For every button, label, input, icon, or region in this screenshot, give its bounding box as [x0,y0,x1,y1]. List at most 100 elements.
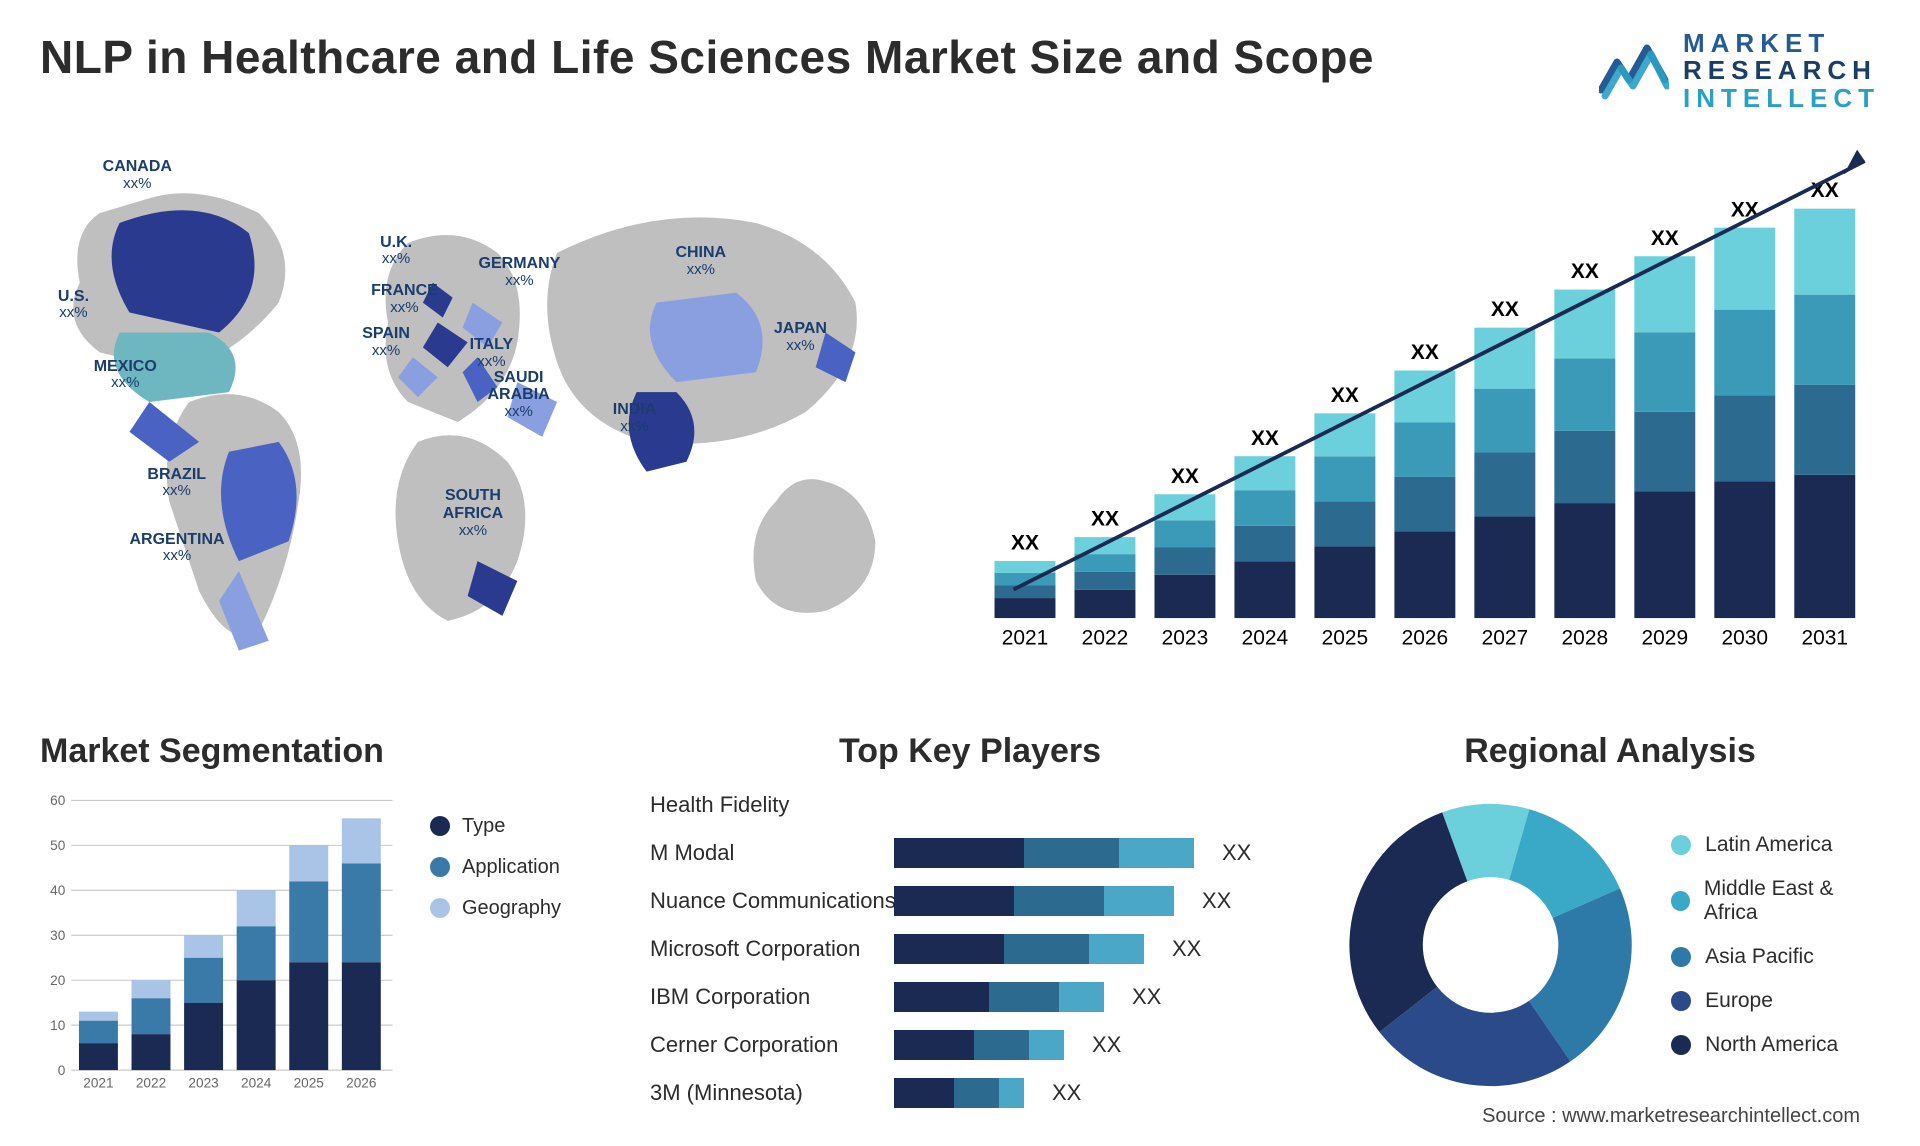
svg-text:20: 20 [50,973,66,988]
region-legend-latin-america: Latin America [1671,833,1880,857]
svg-text:2031: 2031 [1801,627,1848,650]
header: NLP in Healthcare and Life Sciences Mark… [40,30,1880,112]
seg-legend-type: Type [430,815,600,838]
regional-donut [1340,785,1641,1105]
players-list: Health FidelityM ModalXXNuance Communica… [650,785,1290,1113]
svg-text:2030: 2030 [1721,627,1768,650]
player-value: XX [1202,888,1231,914]
player-row: Nuance Communications XX [650,881,1290,921]
segmentation-chart: 0102030405060202120222023202420252026 [40,785,410,1102]
map-label-u-s-: U.S.xx% [58,288,89,322]
player-bar [894,934,1144,964]
map-label-canada: CANADAxx% [103,158,172,192]
top-row: CANADAxx% U.S.xx% MEXICOxx% BRAZILxx% ARGENT… [40,142,1880,682]
player-name: Microsoft Corporation [650,936,880,962]
svg-text:2028: 2028 [1562,627,1609,650]
map-label-spain: SPAINxx% [362,325,410,359]
bottom-row: Market Segmentation 01020304050602021202… [40,732,1880,1102]
map-label-argentina: ARGENTINAxx% [130,531,225,565]
map-label-italy: ITALYxx% [470,336,514,370]
regional-panel: Regional Analysis Latin America Middle Ea… [1340,732,1880,1102]
map-label-saudi-arabia: SAUDIARABIAxx% [488,369,550,421]
segmentation-legend: Type Application Geography [430,785,600,1102]
map-label-china: CHINAxx% [675,244,726,278]
svg-text:XX: XX [1171,465,1199,488]
player-value: XX [1092,1032,1121,1058]
svg-text:2021: 2021 [1002,627,1049,650]
player-name: 3M (Minnesota) [650,1080,880,1106]
svg-text:2022: 2022 [136,1075,166,1090]
player-bar [894,982,1104,1012]
map-label-mexico: MEXICOxx% [94,358,157,392]
player-bar [894,838,1194,868]
svg-text:40: 40 [50,883,66,898]
region-legend-asia-pacific: Asia Pacific [1671,945,1880,969]
logo-icon [1599,38,1669,104]
svg-text:XX: XX [1571,260,1599,283]
svg-text:XX: XX [1091,508,1119,531]
growth-chart: XX 2021 XX 2022 XX 2023 XX 2024 XX 2025 XX 2026 XX 20… [985,142,1880,656]
region-legend-north-america: North America [1671,1033,1880,1057]
svg-text:30: 30 [50,928,66,943]
player-value: XX [1052,1080,1081,1106]
svg-text:2025: 2025 [1322,627,1369,650]
segmentation-panel: Market Segmentation 01020304050602021202… [40,732,600,1102]
seg-legend-geography: Geography [430,897,600,920]
svg-text:2027: 2027 [1482,627,1529,650]
svg-text:XX: XX [1411,341,1439,364]
players-title: Top Key Players [650,732,1290,771]
map-label-japan: JAPANxx% [774,320,827,354]
map-label-france: FRANCExx% [371,282,438,316]
regional-title: Regional Analysis [1340,732,1880,771]
player-name: Health Fidelity [650,792,880,818]
regional-legend: Latin America Middle East & Africa Asia Pa… [1671,833,1880,1057]
map-label-south-africa: SOUTHAFRICAxx% [443,487,503,539]
svg-text:2026: 2026 [1402,627,1449,650]
page-title: NLP in Healthcare and Life Sciences Mark… [40,30,1374,84]
svg-text:XX: XX [1651,227,1679,250]
map-label-germany: GERMANYxx% [479,255,561,289]
player-name: Cerner Corporation [650,1032,880,1058]
svg-text:2023: 2023 [1162,627,1209,650]
world-map-panel: CANADAxx% U.S.xx% MEXICOxx% BRAZILxx% ARGENT… [40,142,935,682]
svg-text:2022: 2022 [1082,627,1129,650]
player-row: 3M (Minnesota) XX [650,1073,1290,1113]
player-row: IBM CorporationXX [650,977,1290,1017]
map-label-india: INDIAxx% [613,401,657,435]
player-row: Health Fidelity [650,785,1290,825]
svg-text:2029: 2029 [1642,627,1689,650]
svg-text:2021: 2021 [83,1075,113,1090]
players-panel: Top Key Players Health Fidelity M Modal XX… [650,732,1290,1102]
player-bar [894,1030,1064,1060]
svg-text:2023: 2023 [188,1075,218,1090]
growth-chart-panel: XX 2021 XX 2022 XX 2023 XX 2024 XX 2025 XX 2026 XX 20… [985,142,1880,682]
region-legend-europe: Europe [1671,989,1880,1013]
region-legend-middle-east-africa: Middle East & Africa [1671,877,1880,925]
svg-text:2024: 2024 [241,1075,272,1090]
brand-logo: MARKET RESEARCH INTELLECT [1599,30,1880,112]
svg-text:XX: XX [1251,427,1279,450]
source-attribution: Source : www.marketresearchintellect.com [1482,1105,1860,1128]
svg-text:2025: 2025 [294,1075,324,1090]
svg-text:XX: XX [1331,384,1359,407]
svg-text:2024: 2024 [1242,627,1289,650]
player-row: M Modal XX [650,833,1290,873]
player-name: IBM Corporation [650,984,880,1010]
svg-text:XX: XX [1011,531,1039,554]
player-value: XX [1172,936,1201,962]
player-row: Cerner Corporation XX [650,1025,1290,1065]
segmentation-title: Market Segmentation [40,732,600,771]
map-label-brazil: BRAZILxx% [147,466,206,500]
map-label-u-k-: U.K.xx% [380,234,412,268]
seg-legend-application: Application [430,856,600,879]
player-value: XX [1222,840,1251,866]
svg-text:XX: XX [1491,298,1519,321]
player-bar [894,886,1174,916]
player-name: Nuance Communications [650,888,880,914]
player-row: Microsoft Corporation XX [650,929,1290,969]
svg-text:10: 10 [50,1018,66,1033]
svg-text:2026: 2026 [346,1075,376,1090]
svg-text:0: 0 [58,1063,66,1078]
player-name: M Modal [650,840,880,866]
svg-text:50: 50 [50,838,66,853]
